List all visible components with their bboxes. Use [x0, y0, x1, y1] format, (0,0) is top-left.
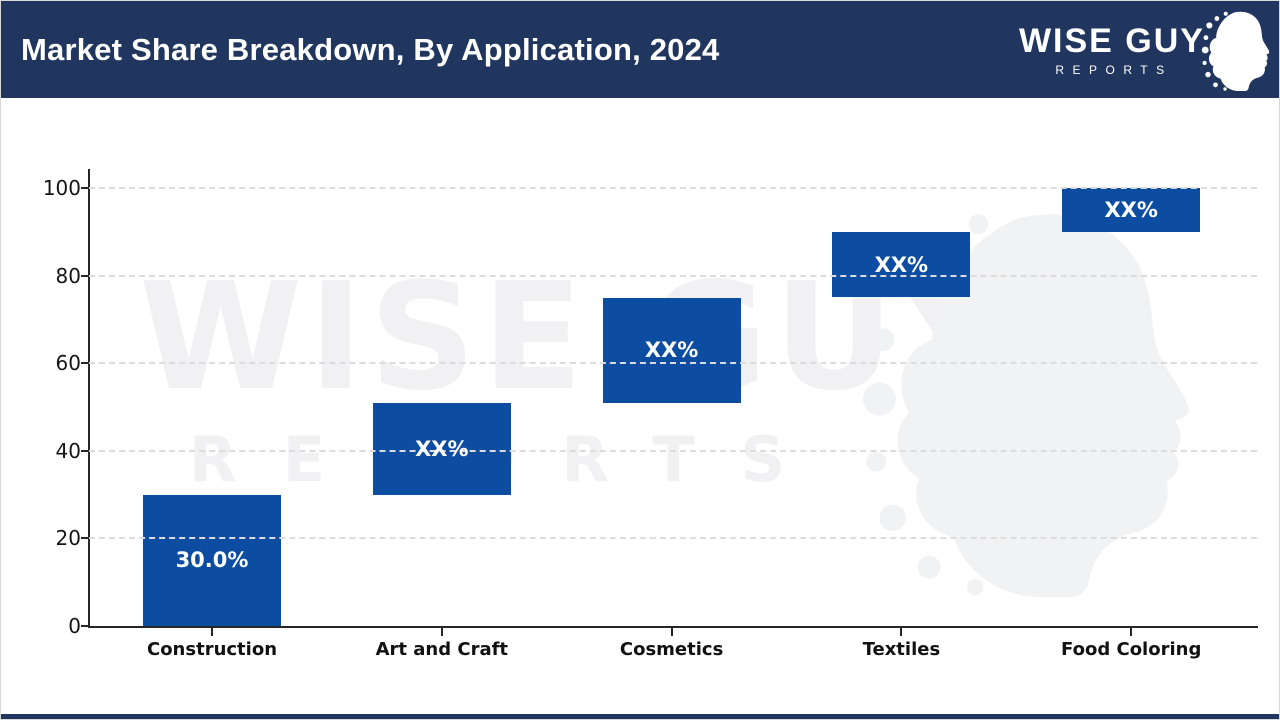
bar-art-and-craft [372, 402, 511, 495]
y-tick-label: 0 [68, 614, 81, 638]
x-tick-mark [900, 628, 903, 636]
y-tick-label: 40 [55, 438, 81, 463]
y-tick-mark [81, 362, 88, 365]
y-tick-label: 20 [55, 526, 81, 551]
brand-logo-text: WISE GUY REPORTS [1019, 22, 1205, 77]
bar-construction [143, 494, 281, 626]
y-tick-mark [81, 449, 88, 452]
x-axis-label: Textiles [862, 639, 941, 660]
bar-value-label: XX% [874, 252, 929, 277]
y-tick-label: 60 [55, 351, 81, 376]
y-axis [88, 169, 90, 628]
y-tick-label: 80 [55, 263, 81, 288]
page-title: Market Share Breakdown, By Application, … [21, 31, 720, 67]
bar-value-label: 30.0% [175, 548, 249, 573]
bar-cosmetics [602, 297, 741, 403]
gridline [89, 449, 1257, 452]
bar-value-label: XX% [644, 338, 699, 363]
y-tick-mark [81, 625, 88, 627]
gridline [89, 362, 1257, 365]
x-axis-label: Cosmetics [619, 639, 724, 660]
gridline [89, 274, 1257, 277]
logo-wiseguy-text: WISE GUY [1018, 22, 1205, 60]
brand-logo: WISE GUY REPORTS [1019, 1, 1271, 98]
x-tick-mark [211, 628, 213, 636]
y-tick-mark [81, 187, 88, 189]
bar-value-label: XX% [415, 436, 469, 461]
gridline [89, 537, 1257, 540]
logo-face-icon [1201, 11, 1270, 91]
x-tick-mark [440, 628, 443, 636]
x-tick-mark [670, 628, 673, 636]
y-tick-mark [81, 274, 88, 277]
footer-bar [1, 714, 1279, 719]
x-tick-mark [1130, 628, 1133, 636]
bar-value-label: XX% [1104, 197, 1158, 222]
x-axis [88, 626, 1258, 628]
gridline [89, 187, 1257, 189]
y-tick-label: 100 [42, 176, 81, 200]
y-tick-mark [81, 537, 88, 540]
x-axis-label: Art and Craft [375, 639, 509, 660]
header: Market Share Breakdown, By Application, … [1, 1, 1279, 98]
x-axis-label: Food Coloring [1061, 639, 1202, 660]
logo-reports-text: REPORTS [1055, 63, 1173, 77]
x-axis-label: Construction [146, 639, 278, 660]
